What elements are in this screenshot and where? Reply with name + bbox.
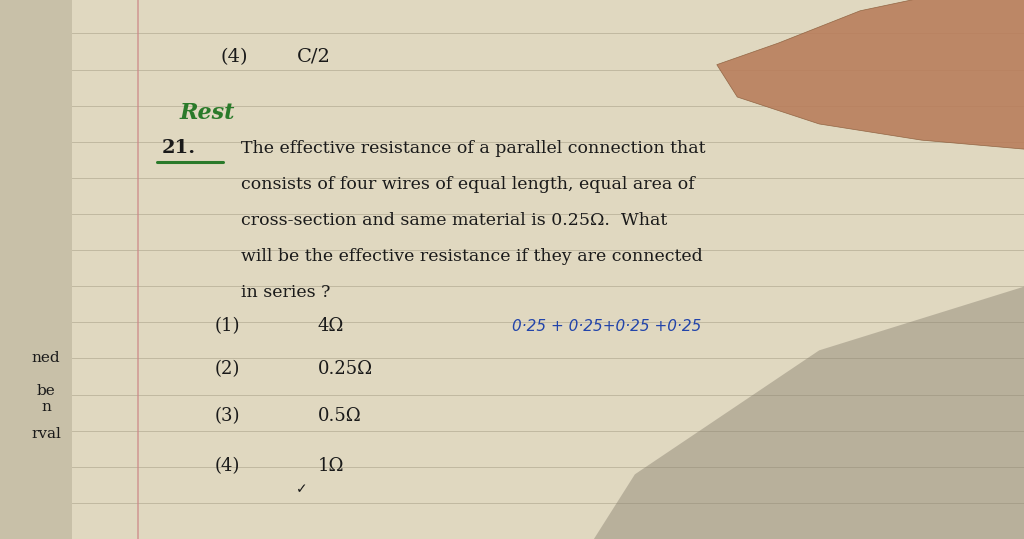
Text: n: n [41, 400, 51, 414]
FancyBboxPatch shape [72, 0, 1024, 539]
Text: 1Ω: 1Ω [317, 457, 344, 475]
Text: (3): (3) [215, 407, 241, 425]
Polygon shape [594, 280, 1024, 539]
Text: be: be [37, 384, 55, 398]
Text: (4): (4) [215, 457, 241, 475]
Text: Rest: Rest [179, 102, 234, 124]
Text: 21.: 21. [162, 139, 196, 157]
Text: 0.25Ω: 0.25Ω [317, 360, 373, 378]
Polygon shape [717, 0, 1024, 151]
Text: (1): (1) [215, 317, 241, 335]
Text: 4Ω: 4Ω [317, 317, 344, 335]
Text: ned: ned [32, 351, 60, 365]
Text: in series ?: in series ? [241, 284, 330, 301]
Text: 0·25 + 0·25+0·25 +0·25: 0·25 + 0·25+0·25 +0·25 [512, 319, 701, 334]
Text: rval: rval [31, 427, 61, 441]
Text: consists of four wires of equal length, equal area of: consists of four wires of equal length, … [241, 176, 694, 193]
Text: ✓: ✓ [296, 482, 308, 496]
Text: 0.5Ω: 0.5Ω [317, 407, 361, 425]
Text: cross-section and same material is 0.25Ω.  What: cross-section and same material is 0.25Ω… [241, 212, 667, 229]
Text: (2): (2) [215, 360, 241, 378]
Text: will be the effective resistance if they are connected: will be the effective resistance if they… [241, 248, 702, 265]
Text: The effective resistance of a parallel connection that: The effective resistance of a parallel c… [241, 140, 706, 157]
Text: (4): (4) [220, 47, 248, 66]
Text: C/2: C/2 [297, 47, 331, 66]
